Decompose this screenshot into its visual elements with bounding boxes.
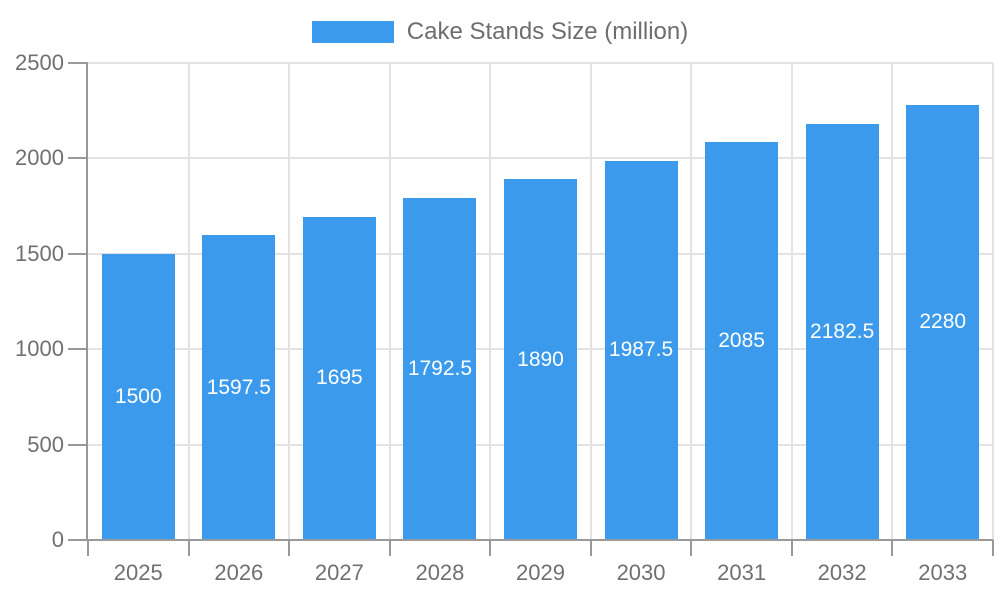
y-axis-tick: [68, 252, 88, 255]
x-axis-tick: [589, 540, 592, 556]
x-gridline: [187, 63, 190, 540]
x-axis-label: 2032: [817, 560, 867, 585]
bar-2031[interactable]: [705, 142, 779, 540]
y-axis-line: [86, 63, 88, 540]
x-axis-label: 2029: [516, 560, 565, 585]
x-gridline: [489, 63, 492, 540]
y-axis-tick: [68, 443, 88, 446]
x-axis-tick: [388, 540, 391, 556]
y-axis-tick: [68, 348, 88, 351]
x-axis-tick: [87, 540, 89, 556]
bar-2028[interactable]: [403, 197, 477, 540]
x-axis-tick: [790, 540, 793, 556]
x-axis-label: 2025: [113, 560, 163, 585]
y-axis-tick: [68, 62, 88, 64]
y-axis-label: 1500: [15, 240, 64, 266]
bar-2026[interactable]: [202, 235, 276, 540]
bar-value-label: 1987.5: [608, 338, 674, 362]
bar-2029[interactable]: [504, 179, 577, 540]
x-gridline: [288, 63, 291, 540]
x-axis-tick: [187, 540, 190, 556]
y-axis-label: 500: [27, 431, 64, 457]
x-gridline: [790, 63, 793, 540]
x-axis-tick: [992, 540, 994, 556]
bar-value-label: 2085: [718, 329, 765, 353]
x-axis-label: 2026: [214, 560, 264, 585]
bar-2030[interactable]: [604, 160, 678, 540]
bar-value-label: 1500: [114, 384, 162, 408]
x-gridline: [891, 63, 894, 540]
y-axis-label: 2000: [15, 145, 64, 171]
y-axis-label: 1000: [15, 336, 64, 362]
x-axis-label: 2027: [314, 560, 364, 585]
x-axis-label: 2030: [616, 560, 666, 585]
x-gridline: [690, 63, 693, 540]
x-axis-label: 2031: [717, 560, 767, 585]
bar-value-label: 1792.5: [407, 356, 473, 380]
x-axis-label: 2033: [918, 560, 968, 585]
bar-2025[interactable]: [101, 253, 175, 540]
x-axis-tick: [489, 540, 492, 556]
bar-value-label: 1695: [316, 366, 363, 390]
bar-2027[interactable]: [302, 216, 376, 540]
bar-value-label: 1597.5: [206, 375, 271, 399]
legend-label: Cake Stands Size (million): [406, 18, 689, 45]
legend-item[interactable]: Cake Stands Size (million): [0, 18, 1000, 46]
y-gridline: [88, 157, 993, 160]
y-gridline: [88, 62, 993, 64]
bar-2033[interactable]: [906, 104, 980, 540]
bar-value-label: 1890: [517, 347, 564, 371]
y-axis-label: 2500: [15, 50, 64, 75]
x-gridline: [388, 63, 391, 540]
x-axis-tick: [690, 540, 693, 556]
bar-value-label: 2280: [919, 310, 967, 334]
x-axis-tick: [288, 540, 291, 556]
x-axis-label: 2028: [415, 560, 465, 585]
bar-value-label: 2182.5: [810, 319, 875, 343]
bar-2032[interactable]: [805, 123, 879, 540]
x-axis-tick: [891, 540, 894, 556]
x-axis-line: [68, 539, 993, 541]
y-axis-label: 0: [51, 527, 64, 552]
y-axis-tick: [68, 157, 88, 160]
x-gridline: [589, 63, 592, 540]
x-gridline: [992, 63, 994, 540]
legend-swatch: [311, 21, 394, 43]
